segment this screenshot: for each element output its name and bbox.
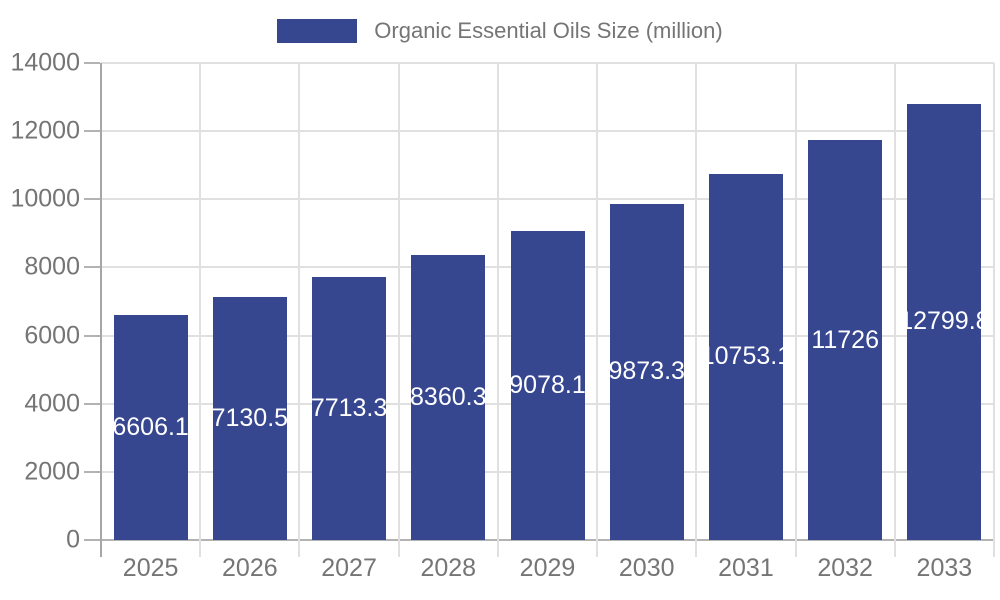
y-tick-label: 2000 [24, 457, 80, 486]
gridline-x-1 [199, 63, 202, 557]
y-tick-label: 6000 [24, 321, 80, 350]
y-tick-label: 0 [66, 525, 80, 554]
x-axis-label-2029: 2029 [519, 554, 576, 582]
bar-value-label: 8360.3 [411, 383, 486, 412]
bar-value-label: 9873.3 [609, 357, 684, 386]
x-axis-label-2032: 2032 [817, 554, 873, 582]
bar-2033: 12799.8 [907, 103, 982, 540]
x-axis-label-2027: 2027 [321, 554, 377, 582]
gridline-x-7 [794, 63, 797, 557]
y-tick-label: 4000 [24, 389, 80, 418]
y-tick-mark [84, 266, 100, 269]
x-axis-label-2028: 2028 [420, 554, 477, 582]
bar-value-label: 9078.1 [510, 370, 585, 399]
bar-value-label: 7713.3 [312, 394, 387, 423]
bar-value-label: 11726 [811, 325, 879, 354]
bar-2029: 9078.1 [510, 230, 585, 540]
gridline-x-6 [695, 63, 698, 557]
gridline-y-10000 [101, 198, 994, 201]
y-tick-mark [84, 198, 100, 201]
x-axis-label-2030: 2030 [618, 554, 675, 582]
legend-swatch [277, 19, 358, 43]
x-axis-label-2025: 2025 [122, 554, 179, 582]
gridline-x-4 [496, 63, 499, 557]
y-tick-mark [84, 539, 100, 541]
legend-label: Organic Essential Oils Size (million) [374, 18, 723, 43]
x-axis-label-2033: 2033 [916, 554, 973, 582]
y-tick-mark [84, 402, 100, 405]
bar-value-label: 10753.1 [709, 342, 783, 371]
bar-value-label: 12799.8 [907, 307, 981, 336]
bar-value-label: 7130.5 [212, 404, 287, 433]
gridline-x-5 [596, 63, 599, 557]
plot-area: 6606.1 7130.5 7713.3 8360.3 9078.1 9873.3 1075… [84, 62, 995, 557]
bar-2026: 7130.5 [212, 297, 287, 540]
y-tick-label: 8000 [24, 252, 80, 281]
gridline-y-14000 [101, 62, 994, 64]
bar-2027: 7713.3 [312, 277, 387, 540]
bar-2030: 9873.3 [609, 203, 684, 540]
gridline-x-9 [993, 63, 995, 557]
legend[interactable]: Organic Essential Oils Size (million) [0, 19, 1000, 43]
y-tick-label: 14000 [10, 48, 80, 77]
y-tick-mark [84, 470, 100, 473]
gridline-x-2 [298, 63, 301, 557]
bar-2025: 6606.1 [113, 314, 188, 540]
y-tick-mark [84, 334, 100, 337]
y-tick-mark [84, 130, 100, 133]
y-tick-label: 10000 [10, 184, 80, 213]
gridline-x-3 [397, 63, 400, 557]
y-tick-mark [84, 62, 100, 64]
x-axis-labels: 2025 2026 2027 2028 2029 2030 2031 2032 2033 [101, 556, 994, 581]
bar-2028: 8360.3 [411, 255, 486, 540]
y-tick-label: 12000 [10, 116, 80, 145]
bar-2032: 11726 [808, 140, 883, 540]
gridline-y-0 [101, 539, 994, 541]
x-axis-label-2026: 2026 [222, 554, 278, 582]
gridline-x-8 [893, 63, 896, 557]
gridline-y-12000 [101, 130, 994, 133]
x-axis-label-2031: 2031 [718, 554, 774, 582]
bar-value-label: 6606.1 [113, 412, 188, 441]
bar-2031: 10753.1 [708, 173, 783, 540]
y-axis-line [100, 63, 102, 557]
y-axis-labels: 0 2000 4000 6000 8000 10000 12000 14000 [0, 50, 84, 552]
